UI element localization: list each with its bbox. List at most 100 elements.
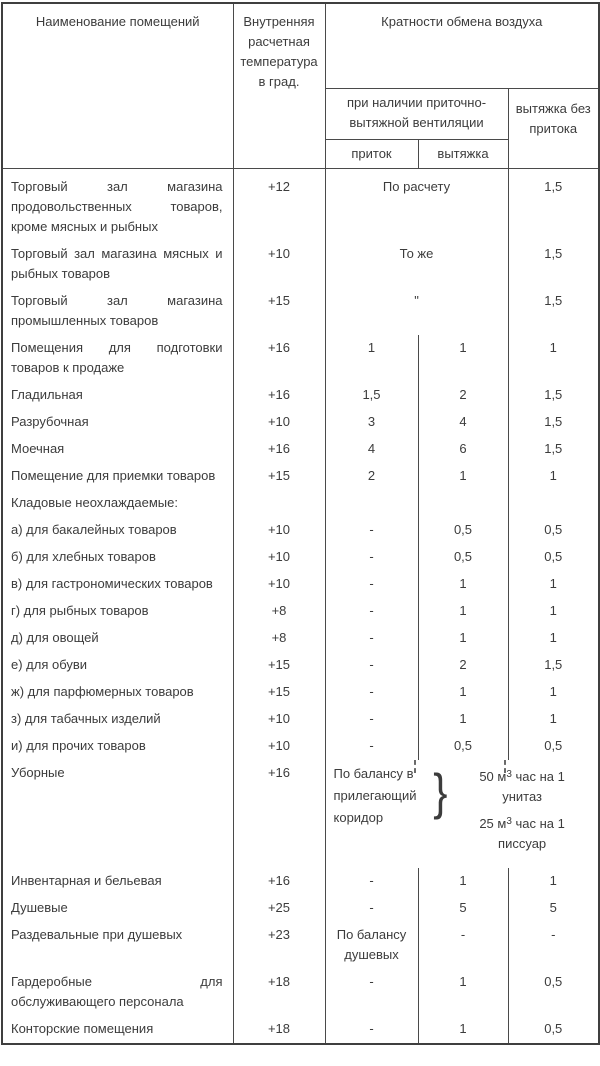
no-supply-value: 1 <box>507 679 600 706</box>
section-row: Кладовые неохлаждаемые: <box>1 490 600 517</box>
temp-value: +15 <box>232 463 326 490</box>
table-row: е) для обуви +15 - 2 1,5 <box>1 652 600 679</box>
supply-exhaust-merged-value: " <box>324 288 509 335</box>
section-title: Кладовые неохлаждаемые: <box>1 490 234 517</box>
no-supply-value: 1,5 <box>507 382 600 409</box>
supply-value: - <box>324 625 419 652</box>
room-name: Разрубочная <box>1 409 234 436</box>
supply-value: 3 <box>324 409 419 436</box>
room-name: г) для рыбных товаров <box>1 598 234 625</box>
header-exhaust-no-supply: вытяжка без притока <box>507 88 600 169</box>
table-row: Гардеробные для обслуживающего персонала… <box>1 969 600 1016</box>
exhaust-value: 0,5 <box>417 733 509 760</box>
room-name: е) для обуви <box>1 652 234 679</box>
no-supply-value: 1 <box>507 868 600 895</box>
exhaust-value: 1 <box>417 868 509 895</box>
table-row: Моечная +16 4 6 1,5 <box>1 436 600 463</box>
exhaust-value: 0,5 <box>417 544 509 571</box>
exhaust-note-urinal-line2: писсуар <box>498 836 547 851</box>
no-supply-value: 1 <box>507 625 600 652</box>
supply-value: 2 <box>324 463 419 490</box>
table-row: Торговый зал магазина продовольственных … <box>1 168 600 241</box>
table-body: Торговый зал магазина продовольственных … <box>1 168 600 1044</box>
empty-cell <box>232 490 326 517</box>
empty-cell <box>324 490 419 517</box>
exhaust-value: 1 <box>417 625 509 652</box>
no-supply-value: 1 <box>507 463 600 490</box>
temp-value: +10 <box>232 706 326 733</box>
temp-value: +16 <box>232 436 326 463</box>
room-name: Душевые <box>1 895 234 922</box>
temp-value: +16 <box>232 382 326 409</box>
supply-value: - <box>324 679 419 706</box>
empty-cell <box>507 490 600 517</box>
table-row: и) для прочих товаров +10 - 0,5 0,5 <box>1 733 600 760</box>
supply-value: - <box>324 544 419 571</box>
table-row: Помещения для подготовки товаров к прода… <box>1 335 600 382</box>
supply-value: 1 <box>324 335 419 382</box>
supply-note: По балансу в прилегающий коридор <box>333 766 417 825</box>
table-row: Разрубочная +10 3 4 1,5 <box>1 409 600 436</box>
supply-value: - <box>324 571 419 598</box>
exhaust-value: 6 <box>417 436 509 463</box>
table-row: г) для рыбных товаров +8 - 1 1 <box>1 598 600 625</box>
no-supply-value: 0,5 <box>507 733 600 760</box>
header-temperature: Внутренняя расчетная температура в град. <box>232 2 326 169</box>
exhaust-value: 1 <box>417 1016 509 1044</box>
table-header: Наименование помещений Внутренняя расчет… <box>1 2 600 169</box>
room-name: Моечная <box>1 436 234 463</box>
exhaust-note-urinal: 25 м3 час на 1 писсуар <box>450 814 594 854</box>
room-name: Раздевальные при душевых <box>1 922 234 969</box>
table-row: Душевые +25 - 5 5 <box>1 895 600 922</box>
header-row-1: Наименование помещений Внутренняя расчет… <box>1 2 600 169</box>
no-supply-value: 1 <box>507 598 600 625</box>
room-name: з) для табачных изделий <box>1 706 234 733</box>
supply-value: - <box>324 733 419 760</box>
exhaust-value: 1 <box>417 969 509 1016</box>
exhaust-value: 1 <box>417 706 509 733</box>
no-supply-value: 0,5 <box>507 969 600 1016</box>
room-name: Помещения для подготовки товаров к прода… <box>1 335 234 382</box>
table-row: Инвентарная и бельевая +16 - 1 1 <box>1 868 600 895</box>
room-name: и) для прочих товаров <box>1 733 234 760</box>
supply-value: - <box>324 598 419 625</box>
no-supply-value: 5 <box>507 895 600 922</box>
exhaust-value: 0,5 <box>417 517 509 544</box>
temp-value: +23 <box>232 922 326 969</box>
room-name: ж) для парфюмерных товаров <box>1 679 234 706</box>
temp-value: +10 <box>232 733 326 760</box>
supply-value: 4 <box>324 436 419 463</box>
temp-value: +15 <box>232 679 326 706</box>
temp-value: +8 <box>232 598 326 625</box>
exhaust-value: 1 <box>417 335 509 382</box>
supply-value: - <box>324 517 419 544</box>
header-exchange-rates: Кратности обмена воздуха <box>324 2 600 89</box>
table-row: Торговый зал магазина промышленных товар… <box>1 288 600 335</box>
table-row: ж) для парфюмерных товаров +15 - 1 1 <box>1 679 600 706</box>
table-row: в) для гастрономических товаров +10 - 1 … <box>1 571 600 598</box>
supply-value: - <box>324 868 419 895</box>
toilets-content: По балансу в прилегающий коридор } 50 м3… <box>330 763 595 854</box>
temp-value: +16 <box>232 760 326 868</box>
temp-value: +10 <box>232 544 326 571</box>
exhaust-value: 2 <box>417 652 509 679</box>
exhaust-value: 5 <box>417 895 509 922</box>
exhaust-value: - <box>417 922 509 969</box>
no-supply-value: 1,5 <box>507 436 600 463</box>
header-row-3: приток вытяжка <box>2 139 599 169</box>
temp-value: +10 <box>232 241 326 288</box>
table-row: Гладильная +16 1,5 2 1,5 <box>1 382 600 409</box>
room-name: Помещение для приемки товаров <box>1 463 234 490</box>
no-supply-value: 1,5 <box>507 241 600 288</box>
exhaust-value: 1 <box>417 463 509 490</box>
dashed-border-stub <box>413 760 416 773</box>
temp-value: +15 <box>232 288 326 335</box>
supply-exhaust-merged-value: То же <box>324 241 509 288</box>
exhaust-notes: 50 м3 час на 1 унитаз 25 м3 час на 1 пис… <box>450 763 594 854</box>
supply-value: По балансу душевых <box>324 922 419 969</box>
exhaust-value: 2 <box>417 382 509 409</box>
air-exchange-table: Наименование помещений Внутренняя расчет… <box>1 2 600 1045</box>
header-rooms: Наименование помещений <box>1 2 234 169</box>
exhaust-note-toilet: 50 м3 час на 1 унитаз <box>450 767 594 807</box>
